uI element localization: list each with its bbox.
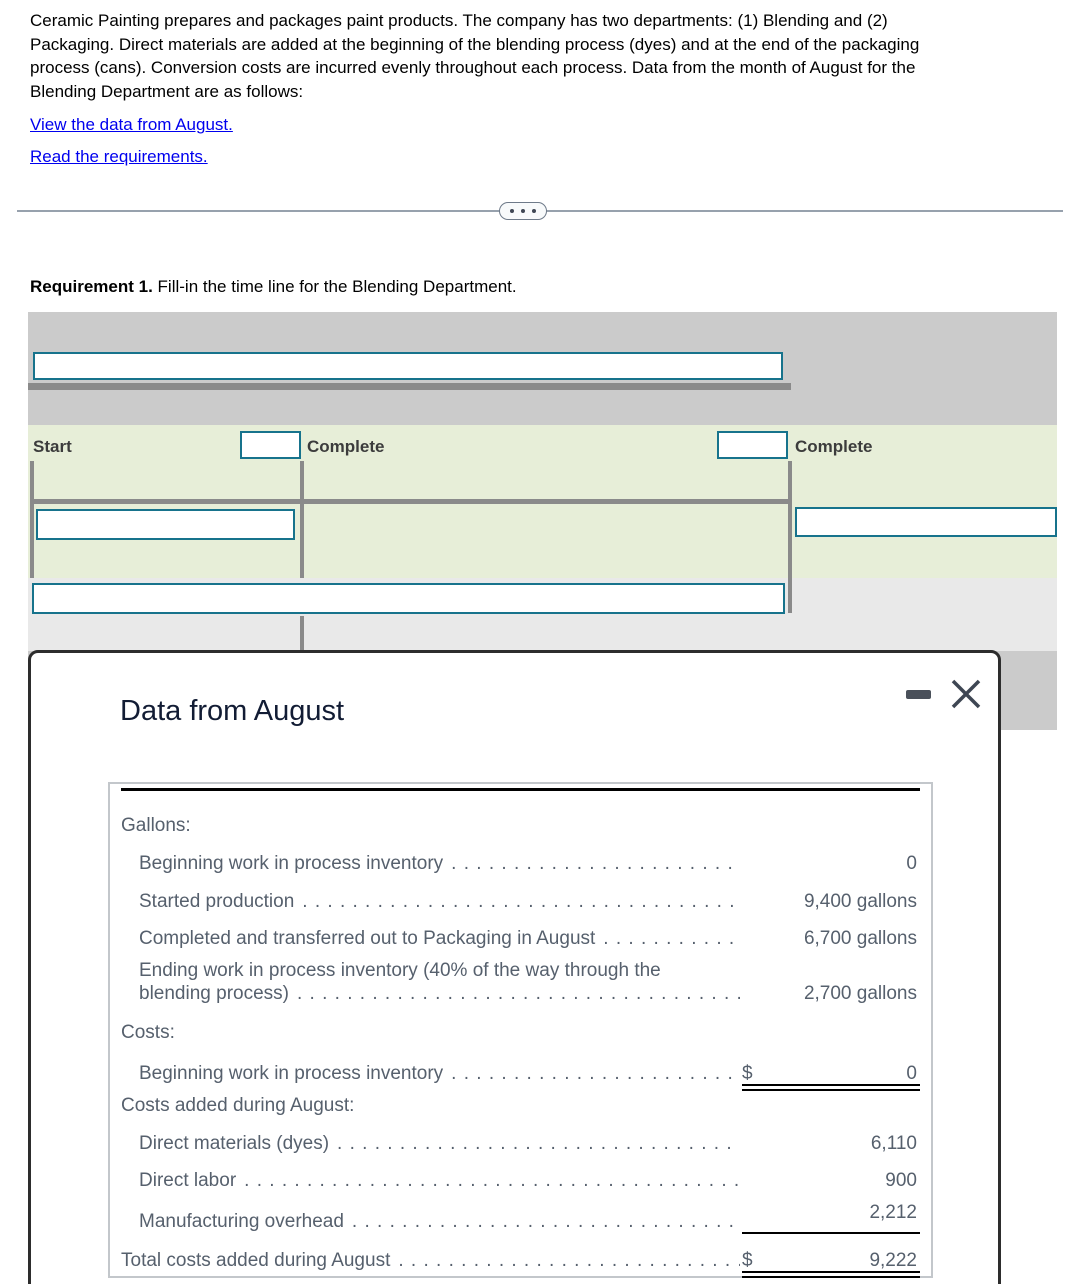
timeline-tick-middle [300,461,304,578]
timeline-input-percent-1[interactable] [240,431,301,459]
dot-leader: . . . . . . . . . . . . . . . . . . . . … [451,1063,740,1084]
row-value: 9,222 [869,1250,917,1271]
row-value: 9,400 gallons [803,891,917,912]
minimize-icon[interactable] [906,690,931,699]
row-value: 0 [906,853,917,874]
dot-leader: . . . . . . . . . . . . . . . . . . . . … [302,891,740,912]
intro-paragraph: Ceramic Painting prepares and packages p… [30,9,919,103]
row-label: blending process) [139,983,289,1004]
data-table: Gallons: Beginning work in process invent… [108,782,933,1278]
row-value-cell: 6,110 [742,1133,920,1154]
intro-line: Packaging. Direct materials are added at… [30,34,920,54]
ellipsis-icon [521,209,525,213]
row-value: 6,700 gallons [803,928,917,949]
row-label: Completed and transferred out to Packagi… [139,928,596,949]
row-label: Manufacturing overhead [139,1211,344,1232]
row-value-cell: 900 [742,1170,920,1191]
data-table-body: Gallons: Beginning work in process invent… [121,788,920,1278]
timeline-input-percent-2[interactable] [717,431,788,459]
table-row: Beginning work in process inventory . . .… [121,1063,920,1091]
table-row: Direct materials (dyes) . . . . . . . . .… [121,1133,920,1154]
dot-leader: . . . . . . . . . . . . . . . . . . . . … [451,853,740,874]
requirement-number: Requirement 1. [30,277,153,296]
dot-leader: . . . . . . . . . . . . . . . . . . . . … [337,1133,740,1154]
row-label: Beginning work in process inventory [139,1063,444,1084]
timeline-tick-start [30,461,34,578]
row-label: Direct labor [139,1170,237,1191]
requirement-heading: Requirement 1. Fill-in the time line for… [30,277,517,297]
timeline-horizontal-line [30,499,792,504]
intro-line: Ceramic Painting prepares and packages p… [30,11,888,30]
table-row: blending process) . . . . . . . . . . . .… [121,983,920,1004]
timeline-tick-end [788,461,792,613]
timeline-label-complete-1: Complete [307,437,385,456]
row-label: Ending work in process inventory (40% of… [139,960,661,981]
row-label: Beginning work in process inventory [139,853,444,874]
row-value: 900 [885,1170,917,1191]
intro-line: process (cans). Conversion costs are inc… [30,58,916,77]
table-row: Manufacturing overhead . . . . . . . . . … [121,1202,920,1234]
row-value-cell: 9,400 gallons [742,891,920,912]
row-value: 2,212 [869,1202,917,1223]
timeline-tick-bottom [300,616,304,651]
dot-leader: . . . . . . . . . . . . . . . . . . . . … [296,983,740,1004]
row-value-cell: 6,700 gallons [742,928,920,949]
table-row: Costs: [121,1022,920,1043]
dot-leader: . . . . . . . . . . . . . . . . . . . . … [398,1250,740,1271]
row-label: Costs added during August: [121,1095,355,1116]
table-row: Costs added during August: [121,1095,920,1116]
row-label: Gallons: [121,815,191,836]
requirement-text: Fill-in the time line for the Blending D… [152,277,517,296]
table-row: Ending work in process inventory (40% of… [121,960,920,981]
table-row: Gallons: [121,815,920,836]
timeline-top-rule [28,383,791,390]
timeline-input-segment-left[interactable] [36,509,295,540]
ellipsis-icon [532,209,536,213]
table-row: Total costs added during August . . . . .… [121,1250,920,1278]
dot-leader: . . . . . . . . . . . . . . . . . . . . … [244,1170,740,1191]
ellipsis-collapse-button[interactable] [499,202,547,220]
modal-title: Data from August [120,695,345,727]
table-row: Beginning work in process inventory . . .… [121,853,920,874]
timeline-input-segment-right[interactable] [795,507,1057,537]
row-value: 0 [906,1063,917,1084]
table-row: Started production . . . . . . . . . . . … [121,891,920,912]
view-data-link[interactable]: View the data from August. [30,115,233,134]
timeline-input-top[interactable] [33,352,783,380]
row-label: Costs: [121,1022,175,1043]
row-value-cell: $9,222 [742,1250,920,1278]
ellipsis-icon [510,209,514,213]
currency-symbol: $ [742,1250,753,1271]
row-value-cell: 0 [742,853,920,874]
currency-symbol: $ [742,1063,753,1084]
row-value-cell: 2,212 [742,1202,920,1234]
dot-leader: . . . . . . . . . . . . . . . . . . . . … [351,1211,740,1232]
timeline-label-complete-2: Complete [795,437,873,456]
row-value-cell: 2,700 gallons [742,983,920,1004]
timeline-input-bottom[interactable] [32,583,785,614]
read-requirements-link[interactable]: Read the requirements. [30,147,208,166]
table-row: Completed and transferred out to Packagi… [121,928,920,949]
row-label: Started production [139,891,295,912]
close-icon[interactable] [949,677,983,711]
row-value-cell: $0 [742,1063,920,1091]
intro-line: Blending Department are as follows: [30,81,304,101]
table-row: Direct labor . . . . . . . . . . . . . . … [121,1170,920,1191]
data-from-august-modal: Data from August Gallons: Beginning work … [28,650,1001,1284]
timeline-label-start: Start [33,437,72,456]
row-label: Total costs added during August [121,1250,391,1271]
row-label: Direct materials (dyes) [139,1133,330,1154]
row-value: 2,700 gallons [803,983,917,1004]
row-value: 6,110 [870,1133,917,1154]
dot-leader: . . . . . . . . . . . . . . . . . . . . … [603,928,740,949]
